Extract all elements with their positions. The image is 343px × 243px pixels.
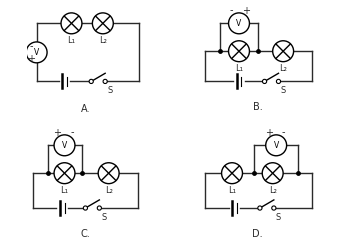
Circle shape: [258, 206, 262, 210]
Circle shape: [54, 163, 75, 184]
Text: V: V: [62, 141, 67, 150]
Text: V: V: [236, 19, 241, 28]
Circle shape: [266, 135, 287, 156]
Text: V: V: [274, 141, 279, 150]
Circle shape: [89, 79, 93, 84]
Circle shape: [54, 135, 75, 156]
Circle shape: [272, 206, 276, 210]
Text: L₂: L₂: [269, 186, 276, 195]
Text: +: +: [53, 128, 61, 138]
Text: L₁: L₁: [60, 186, 69, 195]
Text: -: -: [70, 128, 74, 138]
Text: +: +: [27, 54, 35, 64]
Text: S: S: [281, 86, 286, 95]
Text: S: S: [276, 213, 281, 222]
Text: S: S: [107, 86, 113, 95]
Text: +: +: [242, 6, 250, 16]
Text: V: V: [34, 48, 39, 57]
Text: L₁: L₁: [228, 186, 236, 195]
Circle shape: [262, 79, 267, 84]
Text: +: +: [265, 128, 273, 138]
Text: L₁: L₁: [68, 36, 75, 45]
Circle shape: [103, 79, 107, 84]
Text: -: -: [282, 128, 285, 138]
Circle shape: [276, 79, 281, 84]
Circle shape: [222, 163, 243, 184]
Text: S: S: [102, 213, 107, 222]
Circle shape: [83, 206, 87, 210]
Circle shape: [61, 13, 82, 34]
Text: A.: A.: [81, 104, 90, 114]
Text: C.: C.: [81, 229, 90, 239]
Text: L₂: L₂: [279, 64, 287, 73]
Circle shape: [92, 13, 113, 34]
Circle shape: [97, 206, 102, 210]
Text: L₁: L₁: [235, 64, 243, 73]
Circle shape: [26, 42, 47, 63]
Circle shape: [228, 13, 249, 34]
Text: -: -: [29, 41, 33, 51]
Circle shape: [262, 163, 283, 184]
Text: L₂: L₂: [99, 36, 107, 45]
Text: D.: D.: [252, 229, 263, 239]
Text: L₂: L₂: [105, 186, 113, 195]
Circle shape: [273, 41, 294, 62]
Circle shape: [228, 41, 249, 62]
Text: B.: B.: [253, 102, 262, 112]
Text: -: -: [230, 6, 234, 16]
Circle shape: [98, 163, 119, 184]
